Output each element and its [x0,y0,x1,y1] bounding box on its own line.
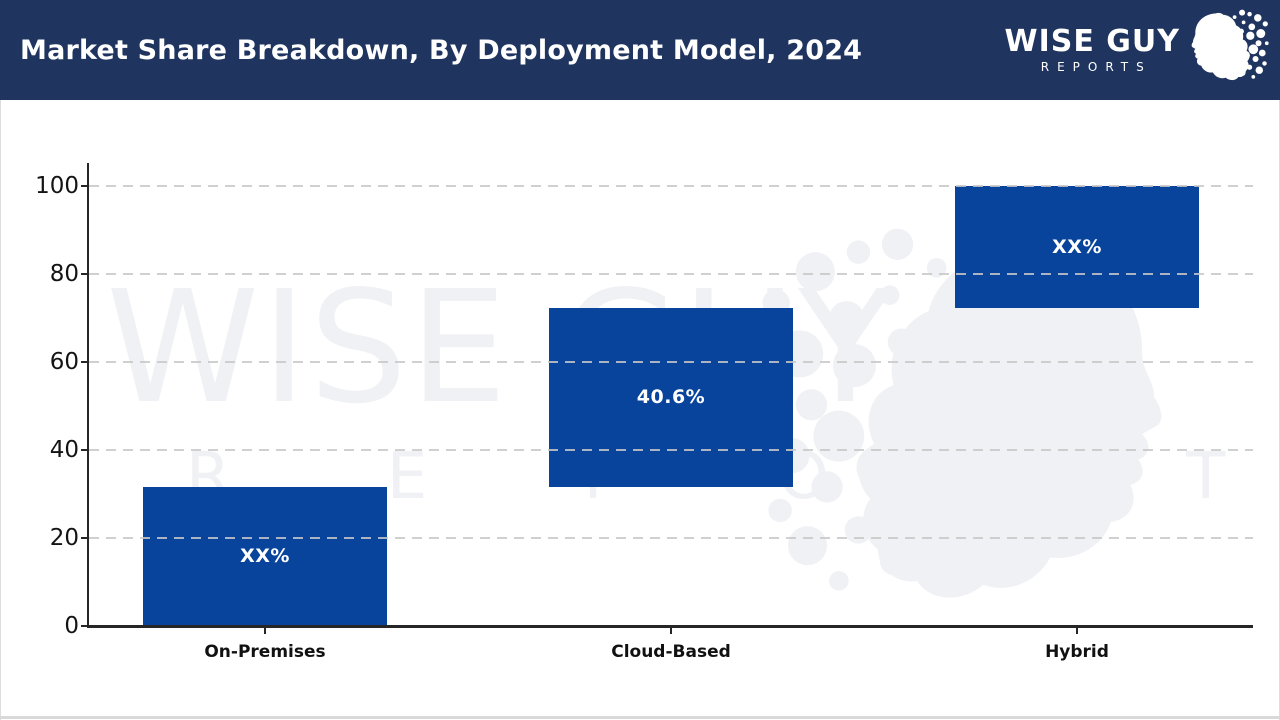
y-tick-mark-100 [81,185,89,187]
logo-wordmark: WISE GUY [1004,24,1180,59]
gridline-60 [89,361,1253,363]
x-category-label: On-Premises [204,642,326,662]
bar-value-label: XX% [240,545,290,568]
y-tick-mark-40 [81,449,89,451]
bottom-divider [0,716,1280,719]
wise-guy-reports-logo: WISE GUY REPORTS [1004,0,1272,100]
y-tick-mark-0 [81,625,89,627]
x-category-label: Hybrid [1045,642,1109,662]
bar-cloud-based: 40.6% [549,307,793,487]
header-band: Market Share Breakdown, By Deployment Mo… [0,0,1280,100]
chart-area: WISE GUY R E P O R T S XX%40.6%XX%020406… [0,100,1280,720]
x-tick-mark-2 [1076,626,1078,634]
gridline-100 [89,185,1253,187]
y-axis-spine [87,163,89,628]
y-tick-label-60: 60 [49,349,79,375]
chart-title: Market Share Breakdown, By Deployment Mo… [20,34,863,66]
gridline-40 [89,449,1253,451]
x-category-label: Cloud-Based [611,642,731,662]
gridline-20 [89,537,1253,539]
x-tick-mark-1 [670,626,672,634]
bar-on-premises: XX% [143,486,387,626]
y-tick-label-80: 80 [49,261,79,287]
logo-text: WISE GUY REPORTS [1004,24,1180,74]
y-tick-label-100: 100 [35,173,79,199]
bar-value-label: 40.6% [636,386,706,409]
dotted-face-icon [1191,9,1269,81]
x-tick-mark-0 [264,626,266,634]
y-tick-label-0: 0 [64,613,79,639]
watermark-dotted-face [758,228,1162,598]
gridline-80 [89,273,1253,275]
y-tick-mark-80 [81,273,89,275]
y-tick-label-40: 40 [49,437,79,463]
y-tick-mark-60 [81,361,89,363]
bar-hybrid: XX% [955,186,1199,308]
logo-subtitle: REPORTS [1040,60,1152,74]
bar-value-label: XX% [1052,235,1102,258]
y-tick-label-20: 20 [49,525,79,551]
y-tick-mark-20 [81,537,89,539]
x-axis-spine [87,625,1253,628]
